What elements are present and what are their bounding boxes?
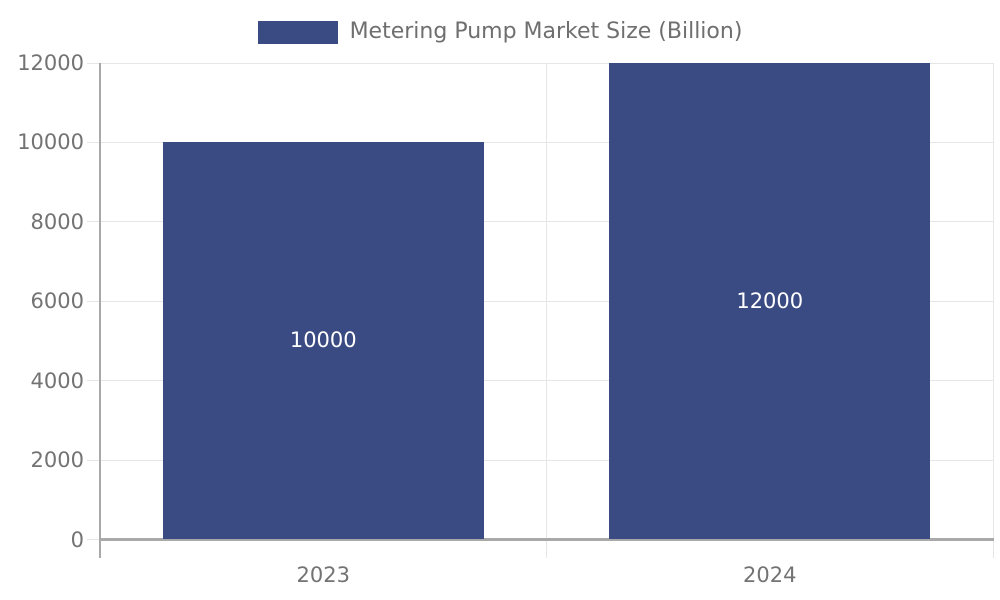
x-axis-line [99, 538, 994, 541]
y-tick-label: 0 [70, 527, 84, 552]
y-tick-label: 2000 [30, 448, 84, 473]
y-tick [87, 62, 100, 64]
bar-value-label-2023: 10000 [289, 328, 357, 353]
y-tick [87, 459, 100, 461]
y-tick-label: 10000 [17, 130, 84, 155]
legend-label: Metering Pump Market Size (Billion) [349, 19, 743, 44]
y-tick [87, 300, 100, 302]
y-axis-line [99, 63, 101, 558]
y-tick-label: 6000 [30, 289, 84, 314]
y-tick [87, 221, 100, 223]
legend-item[interactable]: Metering Pump Market Size (Billion) [0, 18, 1000, 46]
x-tick-label-2024: 2024 [743, 563, 797, 587]
x-tick-label-2023: 2023 [296, 563, 350, 587]
y-tick-label: 12000 [17, 51, 84, 75]
y-tick-label: 4000 [30, 368, 84, 393]
bar-2024 [609, 63, 931, 539]
y-tick [87, 141, 100, 143]
y-tick [87, 380, 100, 382]
y-tick [87, 539, 100, 540]
category-boundary-gridline [546, 63, 547, 558]
bar-2023 [162, 142, 484, 539]
bar-value-label-2024: 12000 [736, 288, 804, 313]
legend-swatch-icon [257, 20, 338, 44]
y-tick-label: 8000 [30, 209, 84, 234]
category-boundary-gridline [992, 63, 994, 558]
